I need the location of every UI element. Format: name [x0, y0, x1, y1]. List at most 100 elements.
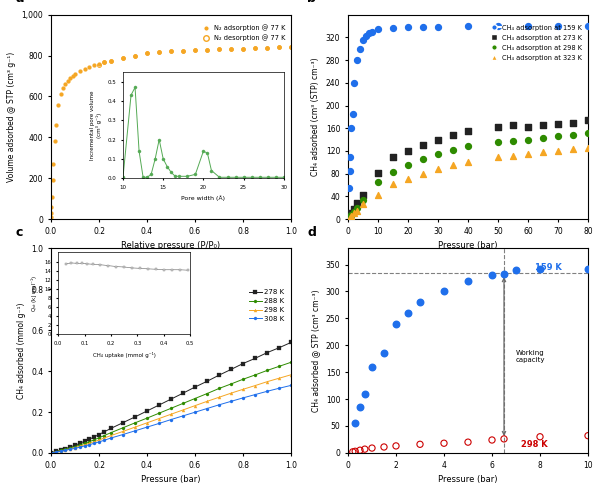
288 K	[107, 430, 115, 435]
Point	[358, 191, 368, 199]
Point	[499, 435, 509, 443]
Point	[352, 56, 362, 64]
Point	[448, 146, 458, 154]
308 K	[179, 413, 187, 419]
298 K	[67, 446, 74, 452]
308 K	[191, 409, 199, 415]
308 K	[81, 443, 88, 449]
Point	[346, 209, 356, 217]
Point	[583, 129, 593, 137]
278 K	[191, 384, 199, 390]
Point	[373, 25, 383, 33]
278 K	[107, 426, 115, 431]
288 K	[143, 415, 151, 421]
308 K	[57, 448, 64, 454]
278 K	[62, 446, 69, 451]
288 K	[287, 359, 295, 365]
298 K	[131, 424, 139, 430]
Text: Working
capacity: Working capacity	[516, 350, 545, 363]
Point	[463, 143, 473, 150]
288 K	[275, 363, 283, 369]
Point	[367, 28, 377, 36]
278 K	[81, 438, 88, 444]
298 K	[76, 443, 83, 449]
Point	[388, 168, 398, 176]
Text: b: b	[307, 0, 316, 5]
278 K	[71, 442, 79, 448]
Point	[415, 440, 425, 448]
288 K	[86, 439, 93, 445]
Point	[388, 153, 398, 161]
Point	[344, 184, 354, 192]
278 K	[287, 339, 295, 345]
278 K	[275, 345, 283, 351]
Point	[463, 277, 473, 284]
Point	[463, 22, 473, 30]
298 K	[239, 386, 247, 392]
Point	[463, 127, 473, 135]
298 K	[215, 394, 223, 400]
278 K	[239, 360, 247, 366]
Point	[508, 121, 518, 129]
278 K	[251, 356, 259, 361]
298 K	[155, 415, 163, 421]
Point	[583, 22, 593, 30]
Point	[415, 299, 425, 306]
Point	[493, 22, 503, 30]
Legend: N₂ adsorption @ 77 K, N₂ desorption @ 77 K: N₂ adsorption @ 77 K, N₂ desorption @ 77…	[196, 22, 287, 43]
Y-axis label: CH₄ adsorbed @ STP (cm³ cm⁻³): CH₄ adsorbed @ STP (cm³ cm⁻³)	[311, 289, 320, 412]
Line: 308 K: 308 K	[49, 384, 293, 454]
308 K	[67, 446, 74, 452]
Point	[487, 436, 497, 444]
Text: 298 K: 298 K	[521, 440, 547, 449]
Point	[553, 132, 563, 140]
Point	[358, 37, 368, 44]
308 K	[167, 417, 175, 423]
278 K	[203, 378, 211, 384]
308 K	[107, 435, 115, 441]
Point	[523, 123, 533, 131]
Point	[346, 153, 355, 161]
288 K	[203, 391, 211, 396]
288 K	[263, 368, 271, 374]
298 K	[52, 449, 59, 455]
308 K	[91, 440, 98, 446]
298 K	[57, 448, 64, 454]
278 K	[263, 350, 271, 356]
298 K	[95, 437, 103, 443]
Text: 159 K: 159 K	[535, 263, 562, 272]
278 K	[215, 372, 223, 378]
298 K	[47, 450, 55, 456]
288 K	[57, 448, 64, 453]
Point	[433, 165, 443, 173]
Point	[379, 443, 389, 451]
Point	[568, 131, 578, 139]
Point	[418, 141, 428, 149]
Point	[403, 309, 413, 317]
288 K	[119, 425, 127, 431]
Point	[391, 320, 401, 328]
Point	[493, 138, 503, 146]
Legend: CH₄ adsorption at 159 K, CH₄ adsorption at 273 K, CH₄ adsorption at 298 K, CH₄ a: CH₄ adsorption at 159 K, CH₄ adsorption …	[485, 22, 584, 63]
298 K	[143, 420, 151, 426]
Point	[364, 29, 374, 37]
308 K	[263, 389, 271, 394]
278 K	[100, 429, 107, 435]
Point	[418, 23, 428, 31]
Point	[535, 265, 545, 273]
Text: c: c	[15, 226, 22, 239]
Point	[355, 446, 365, 454]
X-axis label: Pressure (bar): Pressure (bar)	[438, 475, 498, 484]
288 K	[179, 400, 187, 406]
288 K	[67, 445, 74, 451]
Point	[433, 150, 443, 158]
Point	[553, 147, 563, 155]
288 K	[215, 386, 223, 392]
Point	[350, 448, 360, 455]
Point	[538, 134, 548, 142]
298 K	[71, 445, 79, 450]
288 K	[239, 376, 247, 382]
278 K	[57, 447, 64, 453]
Y-axis label: CH₄ adsorbed (mmol g⁻¹): CH₄ adsorbed (mmol g⁻¹)	[17, 302, 26, 399]
298 K	[263, 379, 271, 385]
